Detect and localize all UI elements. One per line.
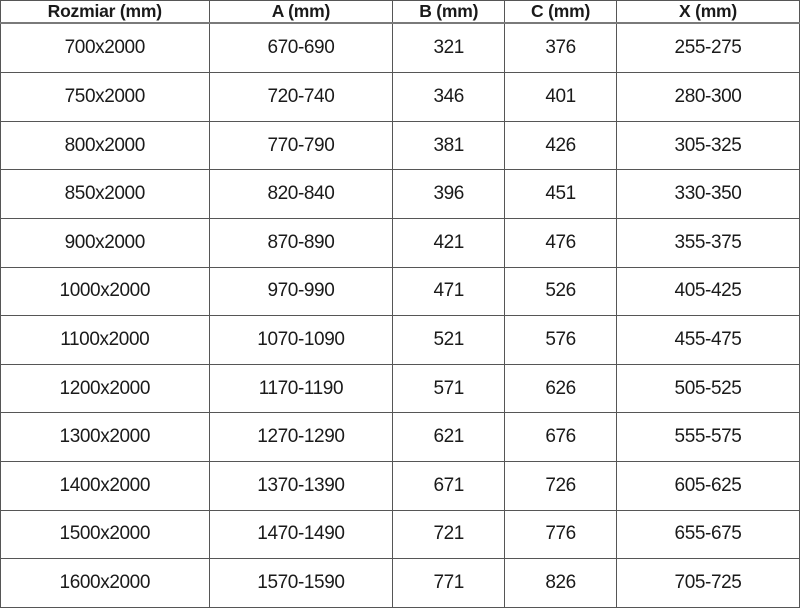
table-cell: 771 [392,558,506,608]
table-cell: 451 [504,169,618,219]
table-cell: 676 [504,412,618,463]
table-cell: 355-375 [616,218,800,268]
table-cell: 455-475 [616,315,800,365]
table-cell: 505-525 [616,363,800,414]
table-cell: 850x2000 [0,169,210,219]
table-cell: 826 [504,558,618,608]
table-cell: 1600x2000 [0,558,210,608]
table-row: 900x2000 870-890 421 476 355-375 [0,218,800,268]
table-cell: 471 [392,266,506,317]
table-cell: 776 [504,509,618,560]
table-cell: 705-725 [616,558,800,608]
table-cell: 1270-1290 [208,412,394,463]
table-row: 1500x2000 1470-1490 721 776 655-675 [0,509,800,560]
table-cell: 870-890 [208,218,394,268]
table-cell: 626 [504,363,618,414]
column-header: C (mm) [504,0,618,24]
table-cell: 426 [504,120,618,171]
table-cell: 1570-1590 [208,558,394,608]
table-cell: 405-425 [616,266,800,317]
table-cell: 376 [504,22,618,74]
table-cell: 1500x2000 [0,509,210,560]
table-cell: 280-300 [616,72,800,122]
table-cell: 381 [392,120,506,171]
column-header: X (mm) [616,0,800,24]
column-header: B (mm) [392,0,506,24]
table-cell: 605-625 [616,461,800,511]
table-cell: 721 [392,509,506,560]
table-cell: 476 [504,218,618,268]
table-cell: 1200x2000 [0,363,210,414]
table-cell: 621 [392,412,506,463]
table-row: 700x2000 670-690 321 376 255-275 [0,22,800,74]
table-row: 1400x2000 1370-1390 671 726 605-625 [0,461,800,511]
table-cell: 1370-1390 [208,461,394,511]
table-cell: 346 [392,72,506,122]
table-cell: 655-675 [616,509,800,560]
table-cell: 900x2000 [0,218,210,268]
table-cell: 750x2000 [0,72,210,122]
column-header: Rozmiar (mm) [0,0,210,24]
table-cell: 521 [392,315,506,365]
table-row: 1100x2000 1070-1090 521 576 455-475 [0,315,800,365]
table-cell: 1070-1090 [208,315,394,365]
table-cell: 401 [504,72,618,122]
table-cell: 571 [392,363,506,414]
table-cell: 421 [392,218,506,268]
table-cell: 1470-1490 [208,509,394,560]
table-cell: 770-790 [208,120,394,171]
table-cell: 700x2000 [0,22,210,74]
table-cell: 330-350 [616,169,800,219]
table-cell: 671 [392,461,506,511]
table-cell: 1000x2000 [0,266,210,317]
table-cell: 526 [504,266,618,317]
table-row: 1200x2000 1170-1190 571 626 505-525 [0,363,800,414]
column-header: A (mm) [208,0,394,24]
table-cell: 1400x2000 [0,461,210,511]
table-row: 800x2000 770-790 381 426 305-325 [0,120,800,171]
table-row: 1000x2000 970-990 471 526 405-425 [0,266,800,317]
table-row: 850x2000 820-840 396 451 330-350 [0,169,800,219]
table-cell: 576 [504,315,618,365]
table-row: 750x2000 720-740 346 401 280-300 [0,72,800,122]
table-cell: 720-740 [208,72,394,122]
table-row: 1600x2000 1570-1590 771 826 705-725 [0,558,800,608]
table-cell: 1300x2000 [0,412,210,463]
table-cell: 321 [392,22,506,74]
table-cell: 726 [504,461,618,511]
table-cell: 970-990 [208,266,394,317]
table-cell: 800x2000 [0,120,210,171]
table-cell: 670-690 [208,22,394,74]
table-row: 1300x2000 1270-1290 621 676 555-575 [0,412,800,463]
table-cell: 305-325 [616,120,800,171]
table-body: 700x2000 670-690 321 376 255-275 750x2000 720-… [0,22,800,608]
table-cell: 820-840 [208,169,394,219]
table-cell: 396 [392,169,506,219]
table-cell: 555-575 [616,412,800,463]
table-cell: 1170-1190 [208,363,394,414]
table-cell: 1100x2000 [0,315,210,365]
header-row: Rozmiar (mm) A (mm) B (mm) C (mm) X (mm) [0,0,800,24]
table-cell: 255-275 [616,22,800,74]
